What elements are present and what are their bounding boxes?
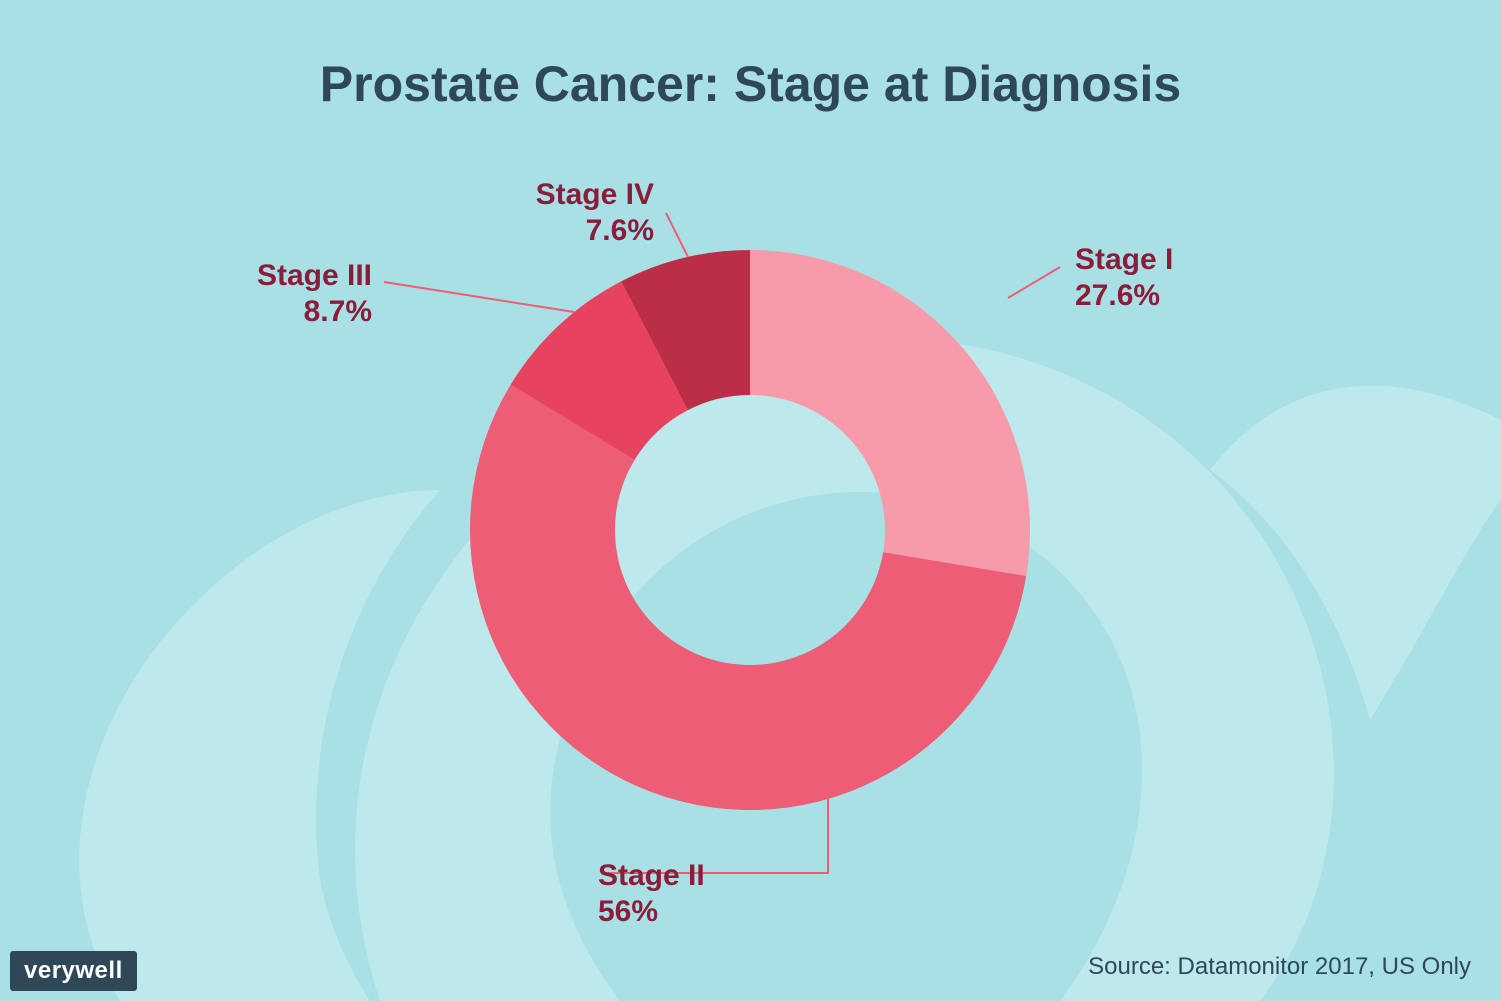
slice-label-value: 8.7% [257,294,372,330]
leader-line [1008,267,1060,298]
slice-label-name: Stage III [257,258,372,294]
leader-line [666,213,688,257]
slice-label-stage-iii: Stage III8.7% [257,258,372,330]
chart-canvas: Prostate Cancer: Stage at Diagnosis very… [0,0,1501,1001]
slice-stage-i [750,250,1030,576]
slice-label-stage-ii: Stage II56% [598,858,705,930]
slice-label-value: 56% [598,894,705,930]
slice-label-name: Stage II [598,858,705,894]
slice-label-name: Stage IV [536,177,654,213]
source-attribution: Source: Datamonitor 2017, US Only [1088,953,1471,981]
brand-logo: verywell [10,951,137,991]
slice-label-value: 27.6% [1075,278,1173,314]
slice-label-stage-i: Stage I27.6% [1075,242,1173,314]
leader-line [384,282,574,312]
slice-label-name: Stage I [1075,242,1173,278]
slice-label-value: 7.6% [536,213,654,249]
slice-label-stage-iv: Stage IV7.6% [536,177,654,249]
donut-chart [0,0,1501,1001]
